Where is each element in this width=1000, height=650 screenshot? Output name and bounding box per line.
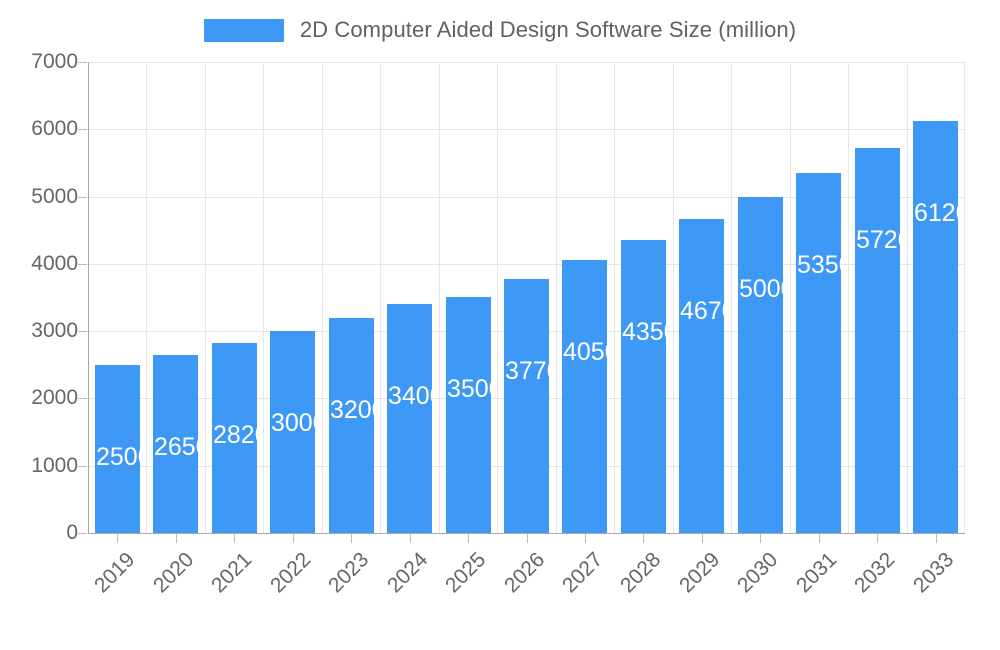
gridline-vertical: [964, 62, 965, 533]
gridline-vertical: [205, 62, 206, 533]
bar[interactable]: 3000: [270, 331, 315, 533]
x-axis-tick: [176, 534, 177, 543]
x-axis-line: [88, 533, 965, 534]
gridline-vertical: [731, 62, 732, 533]
bar[interactable]: 4350: [621, 240, 666, 533]
bar[interactable]: 5720: [855, 148, 900, 533]
bar-value-label: 5000: [739, 275, 783, 303]
y-axis-tick: [78, 263, 87, 265]
bar-value-label: 5720: [856, 226, 900, 254]
gridline-vertical: [497, 62, 498, 533]
x-axis-tick: [468, 534, 469, 543]
gridline-vertical: [673, 62, 674, 533]
bar[interactable]: 3770: [504, 279, 549, 533]
y-axis-tick-label: 0: [66, 521, 78, 544]
bar-value-label: 5350: [797, 251, 841, 279]
y-axis-tick: [78, 533, 87, 534]
bar-value-label: 6120: [914, 199, 958, 227]
x-axis-tick: [293, 534, 294, 543]
chart-legend: 2D Computer Aided Design Software Size (…: [0, 12, 1000, 48]
y-axis-tick: [78, 196, 87, 198]
x-axis-tick: [702, 534, 703, 543]
gridline-horizontal: [88, 62, 965, 63]
bar-value-label: 3200: [330, 396, 374, 424]
y-axis-tick-label: 7000: [31, 50, 78, 73]
gridline-vertical: [322, 62, 323, 533]
bar[interactable]: 3500: [446, 297, 491, 533]
x-axis-tick: [585, 534, 586, 543]
y-axis-line: [88, 62, 89, 533]
bar-value-label: 2650: [154, 433, 198, 461]
gridline-horizontal: [88, 263, 965, 265]
bar-value-label: 3500: [447, 375, 491, 403]
gridline-vertical: [848, 62, 849, 533]
y-axis-tick: [78, 331, 87, 333]
x-axis-tick: [410, 534, 411, 543]
gridline-vertical: [614, 62, 615, 533]
legend-color-swatch: [203, 18, 284, 42]
x-axis-tick: [527, 534, 528, 543]
gridline-vertical: [556, 62, 557, 533]
x-axis-tick: [643, 534, 644, 543]
bar-value-label: 4050: [563, 338, 607, 366]
bar[interactable]: 4670: [679, 219, 724, 533]
bar-value-label: 3400: [388, 382, 432, 410]
gridline-vertical: [146, 62, 147, 533]
x-axis-tick: [877, 534, 878, 543]
y-axis-tick: [78, 129, 87, 131]
bar[interactable]: 3200: [329, 318, 374, 533]
gridline-horizontal: [88, 196, 965, 198]
y-axis-tick-label: 1000: [31, 453, 78, 477]
y-axis-tick: [78, 62, 87, 63]
bar[interactable]: 5350: [796, 173, 841, 533]
y-axis-tick-label: 6000: [31, 117, 78, 141]
bar-value-label: 3770: [505, 357, 549, 385]
bar[interactable]: 4050: [562, 260, 607, 533]
x-axis-tick: [819, 534, 820, 543]
y-axis-tick: [78, 465, 87, 467]
bar[interactable]: 2500: [95, 365, 140, 533]
bar[interactable]: 2650: [153, 355, 198, 533]
y-axis-tick-label: 2000: [31, 386, 78, 410]
x-axis-tick: [936, 534, 937, 543]
bar[interactable]: 5000: [738, 197, 783, 533]
x-axis-tick: [234, 534, 235, 543]
bar-value-label: 4670: [680, 297, 724, 325]
y-axis-labels: 0 1000 2000 3000 4000 5000 6000 7000: [0, 0, 87, 600]
legend-label: 2D Computer Aided Design Software Size (…: [299, 17, 797, 42]
y-axis-tick-label: 4000: [31, 251, 78, 275]
gridline-horizontal: [88, 129, 965, 131]
x-axis-tick: [351, 534, 352, 543]
bar[interactable]: 3400: [387, 304, 432, 533]
x-axis-tick: [760, 534, 761, 543]
y-axis-tick-label: 5000: [31, 184, 78, 208]
gridline-vertical: [263, 62, 264, 533]
gridline-vertical: [907, 62, 908, 533]
bar-value-label: 4350: [622, 318, 666, 346]
bar[interactable]: 6120: [913, 121, 958, 533]
y-axis-tick-label: 3000: [31, 319, 78, 343]
gridline-vertical: [790, 62, 791, 533]
x-axis-tick: [117, 534, 118, 543]
y-axis-tick: [78, 398, 87, 400]
bar-chart: 2D Computer Aided Design Software Size (…: [0, 0, 1000, 600]
gridline-vertical: [380, 62, 381, 533]
bar-value-label: 2500: [96, 443, 140, 471]
bar-value-label: 3000: [271, 409, 315, 437]
gridline-vertical: [439, 62, 440, 533]
